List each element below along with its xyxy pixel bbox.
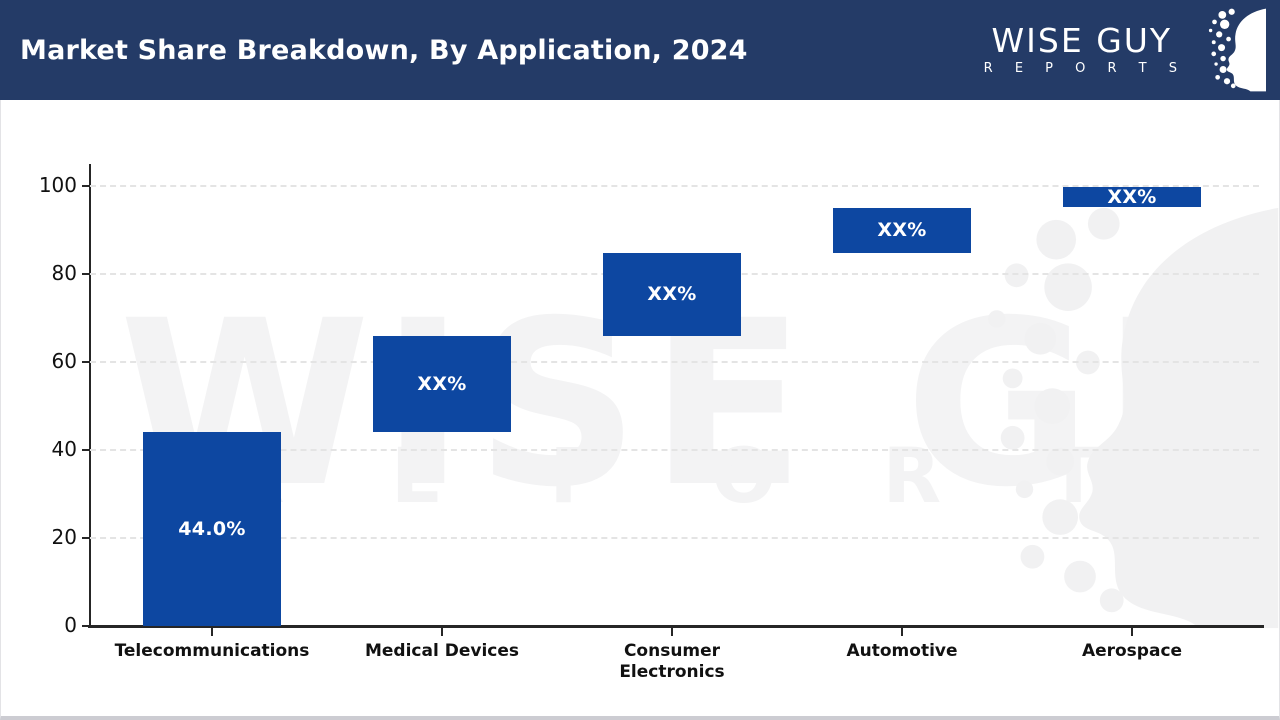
grid-line [90,185,1259,187]
bar-value-label: XX% [647,283,697,306]
y-tick-label: 80 [51,261,77,285]
grid-line [90,361,1259,363]
header-bar: Market Share Breakdown, By Application, … [0,0,1280,100]
x-axis-tick [1131,628,1133,636]
bar-segment: XX% [603,252,741,336]
x-tick-label: Automotive [846,641,958,661]
x-tick-label: Telecommunications [114,641,310,661]
x-axis-tick [441,628,443,636]
brand-logo-text: WISE GUY R E P O R T S [978,24,1186,76]
x-tick-label: Consumer Electronics [619,641,725,682]
bar-value-label: XX% [1107,185,1157,208]
y-axis-line [89,164,91,627]
y-tick-label: 60 [51,349,77,373]
chart-area: WISE GUY R E P O R T S 02040608010044.0%… [0,100,1280,720]
y-tick-label: 20 [51,525,77,549]
y-axis-tick [82,185,90,187]
page-title: Market Share Breakdown, By Application, … [20,34,748,66]
y-axis-tick [82,625,90,627]
brand-logo: WISE GUY R E P O R T S [978,7,1266,93]
y-tick-label: 100 [38,173,77,197]
bar-segment: XX% [1063,185,1201,208]
y-axis-tick [82,537,90,539]
brand-name: WISE GUY [991,21,1173,60]
bar-value-label: XX% [417,372,467,395]
watermark-head-icon [988,207,1279,629]
bar-segment: XX% [833,208,971,253]
bar-value-label: XX% [877,219,927,242]
x-tick-label: Medical Devices [364,641,519,661]
head-profile-icon [1208,8,1266,92]
bar-value-label: 44.0% [178,518,246,541]
grid-line [90,449,1259,451]
bar-segment: XX% [373,335,511,433]
y-tick-label: 40 [51,437,77,461]
x-axis-line [88,625,1264,628]
y-axis-tick [82,361,90,363]
y-axis-tick [82,273,90,275]
waterfall-plot: 0 20 40 60 80 100 44.0% Telecommunications XX% Me… [1,100,1280,720]
y-axis-tick [82,449,90,451]
x-axis-tick [901,628,903,636]
brand-subname: R E P O R T S [983,61,1186,76]
x-axis-tick [211,628,213,636]
x-axis-tick [671,628,673,636]
x-tick-label: Aerospace [1081,641,1183,661]
grid-line [90,537,1259,539]
bar-segment: 44.0% [143,432,281,626]
y-tick-label: 0 [64,613,77,637]
